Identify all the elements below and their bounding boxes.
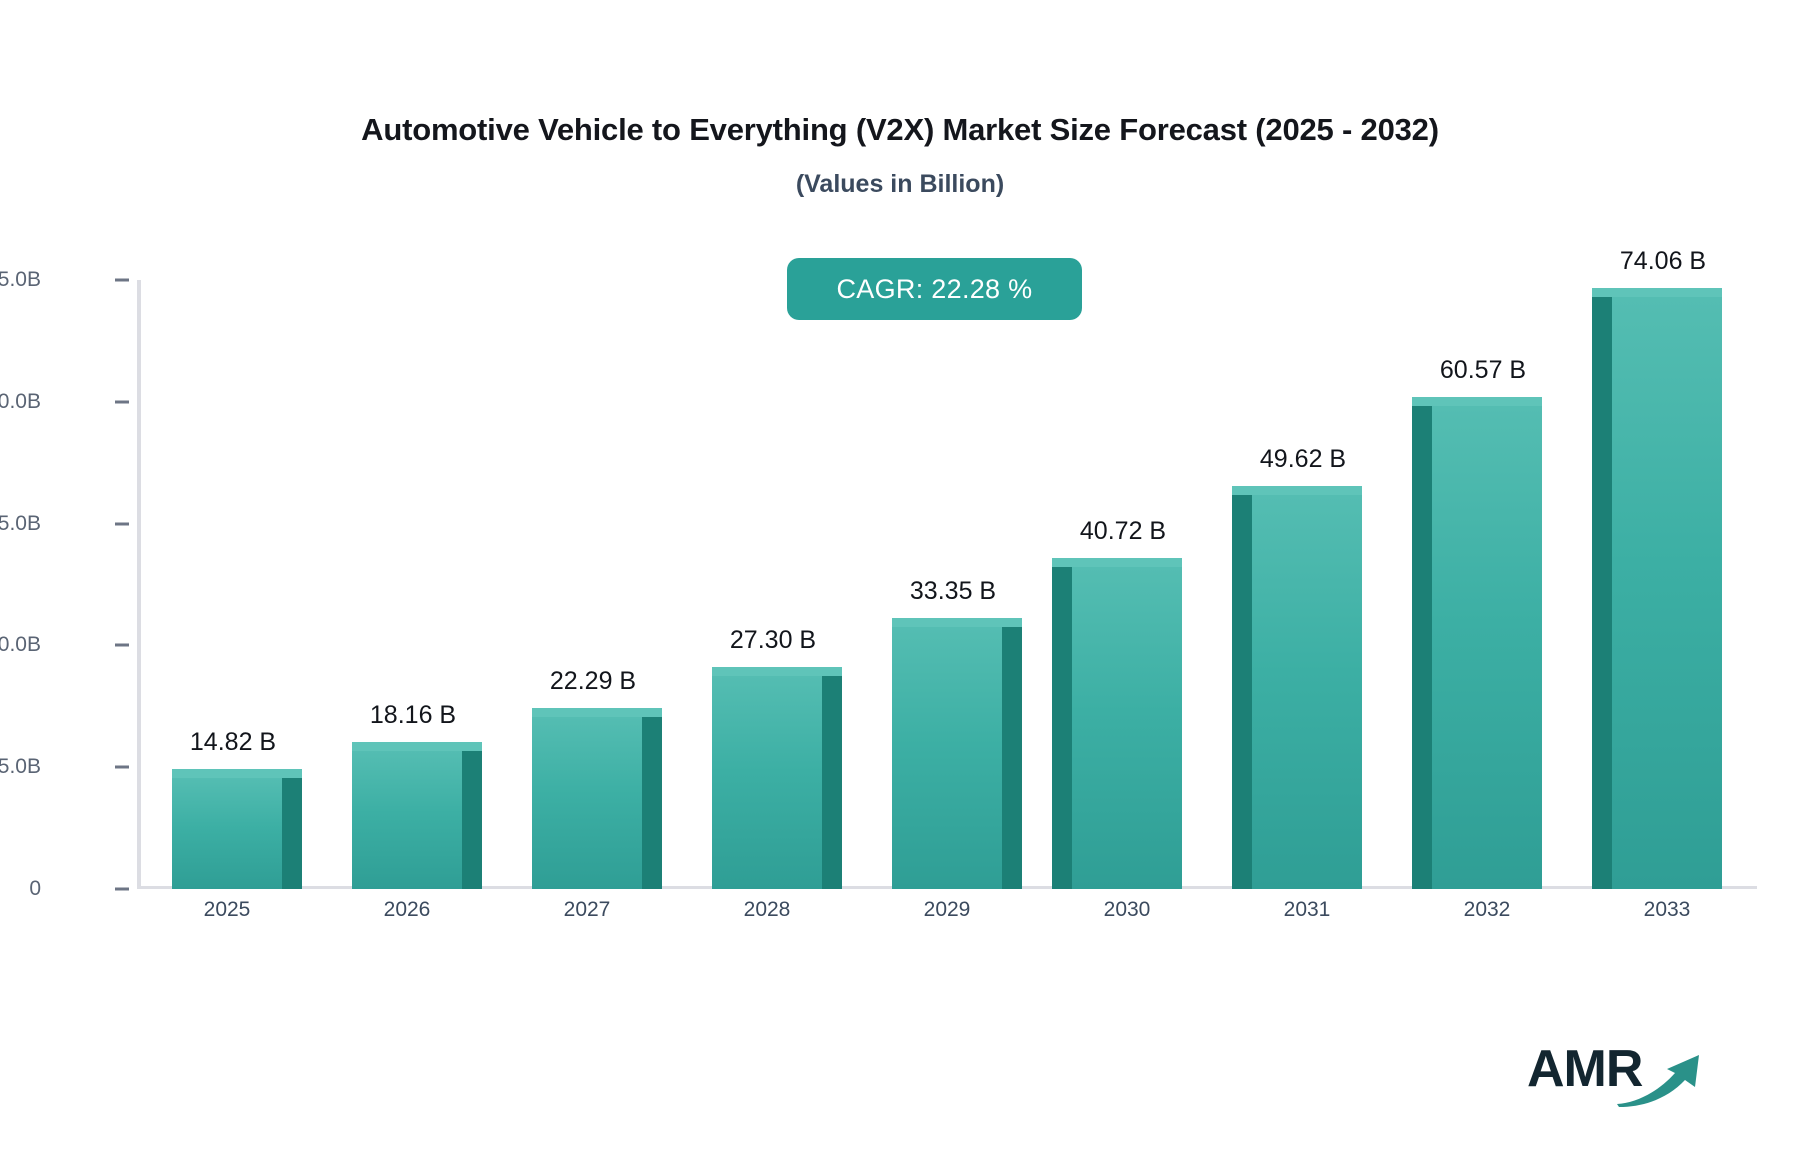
bar-top-face	[712, 667, 842, 677]
bar-top-face	[892, 618, 1022, 628]
x-tick-label: 2029	[923, 898, 971, 921]
bar-2025[interactable]: 14.82 B	[172, 728, 302, 889]
y-tick-label: 60.0B	[0, 389, 41, 413]
bar-top-face	[1232, 486, 1362, 496]
bar-value-label: 27.30 B	[729, 626, 817, 655]
y-tick-dash	[115, 278, 129, 282]
bar-front-face	[532, 717, 642, 889]
bar-value-label: 33.35 B	[909, 577, 997, 606]
bar-2026[interactable]: 18.16 B	[352, 701, 482, 889]
x-tick-label: 2032	[1463, 898, 1511, 921]
bar-front-face	[892, 627, 1002, 889]
bar-side-face	[1002, 627, 1022, 889]
bar-2031[interactable]: 49.62 B	[1232, 445, 1362, 889]
bar-front-face	[712, 676, 822, 889]
bar-side-face	[282, 777, 302, 889]
y-tick-label: 45.0B	[0, 511, 41, 535]
amr-logo-text: AMR	[1527, 1040, 1643, 1098]
cagr-badge: CAGR: 22.28 %	[787, 258, 1082, 320]
bar-2027[interactable]: 22.29 B	[532, 667, 662, 889]
bar-front-face	[1072, 567, 1182, 889]
bar-top-face	[532, 708, 662, 718]
x-tick-label: 2026	[383, 898, 431, 921]
bar-side-face	[642, 717, 662, 889]
bar-value-label: 40.72 B	[1079, 517, 1167, 546]
bar-2033[interactable]: 74.06 B	[1592, 247, 1722, 889]
y-tick-dash	[115, 522, 129, 526]
bar-top-face	[1592, 287, 1722, 297]
bar-top-face	[1412, 397, 1542, 407]
bar-front-face	[352, 750, 462, 889]
x-tick-label: 2033	[1643, 898, 1691, 921]
bar-value-label: 74.06 B	[1619, 246, 1707, 275]
bar-top-face	[1052, 558, 1182, 568]
bar-side-face	[822, 676, 842, 889]
x-tick-label: 2025	[203, 898, 251, 921]
cagr-badge-label: CAGR: 22.28 %	[836, 273, 1033, 304]
y-tick-label: 30.0B	[0, 633, 41, 657]
bar-front-face	[1252, 495, 1362, 889]
y-tick-label: 0	[29, 877, 41, 900]
x-tick-label: 2028	[743, 898, 791, 921]
y-tick-dash	[115, 765, 129, 769]
amr-logo: AMR	[1527, 1037, 1702, 1109]
growth-arrow-icon	[1617, 1055, 1699, 1107]
bar-2032[interactable]: 60.57 B	[1412, 356, 1542, 889]
x-tick-label: 2031	[1283, 898, 1331, 921]
bar-side-face	[1412, 406, 1432, 889]
x-tick-label: 2027	[563, 898, 611, 921]
page-title: Automotive Vehicle to Everything (V2X) M…	[361, 112, 1439, 147]
bar-top-face	[172, 768, 302, 778]
bar-2030[interactable]: 40.72 B	[1052, 517, 1182, 889]
bar-value-label: 22.29 B	[549, 667, 637, 696]
y-tick-dash	[115, 400, 129, 404]
y-tick-dash	[115, 643, 129, 647]
bar-value-label: 18.16 B	[369, 700, 457, 729]
y-tick-label: 15.0B	[0, 755, 41, 779]
bar-front-face	[172, 777, 282, 889]
bar-side-face	[1232, 495, 1252, 889]
bar-2029[interactable]: 33.35 B	[892, 577, 1022, 889]
bar-2028[interactable]: 27.30 B	[712, 626, 842, 889]
y-axis-line	[137, 280, 141, 889]
bar-value-label: 14.82 B	[189, 727, 277, 756]
bar-value-label: 60.57 B	[1439, 356, 1527, 385]
x-tick-label: 2030	[1103, 898, 1151, 921]
y-tick-label: 75.0B	[0, 268, 41, 291]
bar-front-face	[1432, 406, 1542, 889]
bar-side-face	[462, 750, 482, 889]
bar-side-face	[1052, 567, 1072, 889]
plot-area: 0 15.0B 30.0B 45.0B 60.0B 75.0B 14.82 B 18.16 …	[0, 247, 1757, 900]
chart-subtitle: (Values in Billion)	[795, 170, 1005, 198]
y-tick-dash	[115, 887, 129, 891]
bar-value-label: 49.62 B	[1259, 445, 1347, 474]
bar-front-face	[1612, 296, 1722, 889]
bar-side-face	[1592, 296, 1612, 889]
bar-top-face	[352, 741, 482, 751]
